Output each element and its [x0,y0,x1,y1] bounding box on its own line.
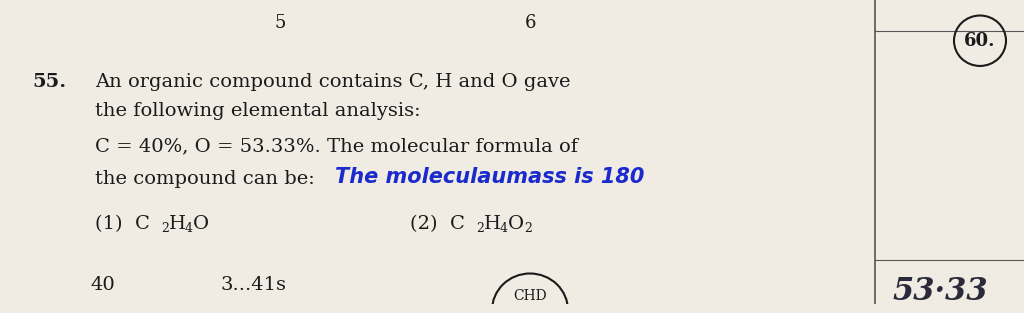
Text: CHD: CHD [513,289,547,303]
Text: 6: 6 [524,13,536,32]
Text: 2: 2 [524,222,531,235]
Text: 2: 2 [161,222,169,235]
Text: H: H [169,215,186,233]
Text: 3...41s: 3...41s [220,276,286,295]
Text: 55.: 55. [32,73,67,91]
Text: 4: 4 [185,222,193,235]
Text: 60.: 60. [965,32,995,50]
Text: C = 40%, O = 53.33%. The molecular formula of: C = 40%, O = 53.33%. The molecular formu… [95,138,578,156]
Text: O: O [508,215,524,233]
Text: An organic compound contains C, H and O gave: An organic compound contains C, H and O … [95,73,570,91]
Text: the compound can be:: the compound can be: [95,170,321,188]
Text: 40: 40 [90,276,115,295]
Text: the following elemental analysis:: the following elemental analysis: [95,102,421,120]
Text: O: O [193,215,209,233]
Text: 4: 4 [500,222,508,235]
Text: 2: 2 [476,222,484,235]
Text: 5: 5 [274,13,286,32]
Text: 53·33: 53·33 [892,276,988,307]
Text: H: H [484,215,501,233]
Text: (1)  C: (1) C [95,215,150,233]
Text: The moleculaumass is 180: The moleculaumass is 180 [335,167,644,187]
Text: (2)  C: (2) C [410,215,465,233]
